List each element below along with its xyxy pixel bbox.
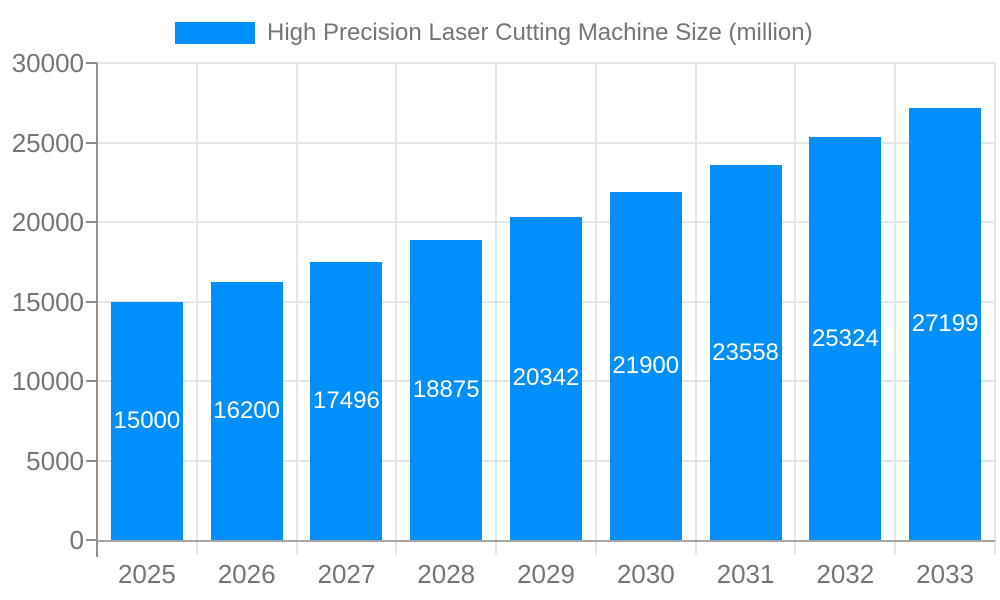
- bar-value-label: 23558: [712, 338, 779, 366]
- y-axis-tick-label: 20000: [11, 207, 84, 237]
- y-axis-tick: [86, 459, 97, 462]
- y-axis-tick: [86, 539, 97, 541]
- gridline-vertical: [295, 63, 298, 555]
- bar-value-label: 20342: [512, 364, 580, 392]
- y-axis-tick: [86, 141, 97, 144]
- bar-value-label: 16200: [213, 397, 281, 425]
- x-axis-tick-label: 2031: [716, 559, 775, 589]
- gridline-vertical: [495, 63, 498, 555]
- x-axis-tick-label: 2030: [616, 559, 675, 589]
- y-axis-tick-label: 15000: [11, 286, 84, 317]
- legend-label: High Precision Laser Cutting Machine Siz…: [267, 19, 813, 46]
- bar[interactable]: [909, 107, 982, 540]
- y-axis-tick: [86, 380, 97, 382]
- bar[interactable]: [809, 137, 882, 540]
- bar-value-label: 18875: [412, 375, 480, 403]
- gridline-vertical: [894, 63, 897, 555]
- gridline-vertical: [794, 63, 797, 555]
- gridline-vertical: [994, 63, 996, 555]
- bar-value-label: 17496: [313, 386, 380, 414]
- x-axis-tick-label: 2032: [816, 559, 875, 589]
- y-axis-tick-label: 25000: [11, 127, 84, 158]
- y-axis-tick: [86, 62, 97, 64]
- x-axis-tick-label: 2028: [417, 559, 476, 589]
- y-axis-tick-label: 5000: [26, 445, 84, 476]
- x-axis-tick-label: 2029: [517, 559, 575, 589]
- y-axis-tick: [86, 221, 97, 223]
- legend-swatch: [175, 22, 255, 44]
- bar-value-label: 27199: [911, 309, 979, 337]
- bar[interactable]: [210, 282, 283, 540]
- gridline-vertical: [594, 63, 597, 555]
- gridline-vertical: [694, 63, 697, 555]
- bar-value-label: 25324: [811, 324, 879, 352]
- gridline-vertical: [395, 63, 398, 555]
- gridline-vertical: [195, 63, 198, 555]
- bar[interactable]: [609, 191, 682, 540]
- gridline-horizontal: [97, 62, 995, 64]
- y-axis-line: [96, 63, 98, 557]
- gridline-horizontal: [97, 141, 995, 144]
- x-axis-tick-label: 2027: [317, 559, 376, 589]
- bar-value-label: 15000: [113, 406, 181, 434]
- x-axis-tick-label: 2025: [117, 559, 176, 589]
- x-axis-tick-label: 2033: [916, 559, 975, 589]
- y-axis-tick-label: 10000: [11, 366, 84, 396]
- x-axis-baseline: [97, 540, 995, 542]
- bar-value-label: 21900: [612, 351, 680, 379]
- bar[interactable]: [110, 301, 183, 540]
- bar[interactable]: [709, 165, 782, 540]
- bar[interactable]: [410, 239, 483, 540]
- x-axis-tick-label: 2026: [217, 559, 276, 589]
- legend-item[interactable]: High Precision Laser Cutting Machine Siz…: [175, 19, 813, 47]
- y-axis-tick-label: 30000: [11, 48, 84, 78]
- y-axis-tick: [86, 300, 97, 303]
- bar[interactable]: [310, 261, 383, 540]
- bar[interactable]: [510, 216, 582, 540]
- y-axis-tick-label: 0: [69, 525, 84, 555]
